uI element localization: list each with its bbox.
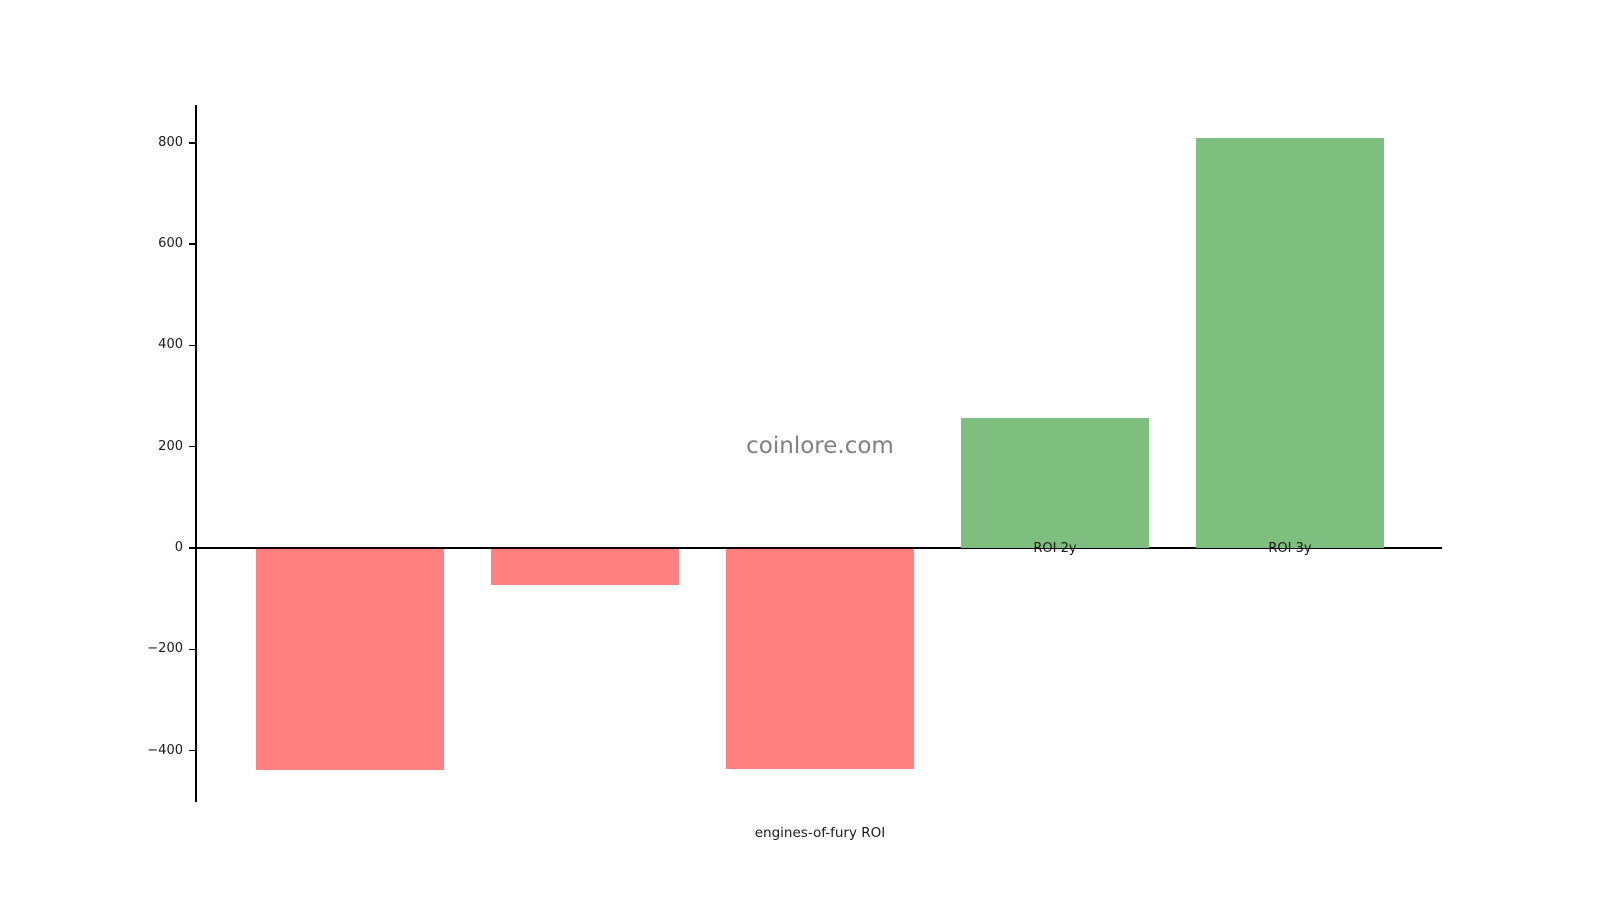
x-tick-label: ROI 3y: [1268, 541, 1312, 556]
y-tick-label: 400: [158, 337, 183, 353]
watermark-text: coinlore.com: [746, 433, 894, 459]
x-axis-title: engines-of-fury ROI: [754, 825, 886, 841]
y-tick-label: 600: [158, 236, 183, 252]
y-tick-mark: [189, 749, 195, 752]
y-tick-mark: [189, 445, 195, 448]
y-tick-label: 0: [174, 540, 183, 555]
y-tick-label: −400: [147, 742, 183, 758]
bar-neg-3: [726, 549, 914, 769]
bar-ROI 3y: [1196, 137, 1384, 548]
bar-neg-2: [491, 549, 679, 586]
bar-ROI 2y: [961, 418, 1149, 548]
x-tick-label: ROI 2y: [1033, 541, 1077, 556]
y-tick-mark: [189, 547, 195, 549]
y-tick-mark: [189, 648, 195, 651]
y-tick-mark: [189, 142, 195, 144]
y-tick-mark: [189, 243, 195, 245]
bar-neg-1: [256, 549, 444, 770]
y-tick-label: −200: [147, 641, 183, 657]
y-axis-spine: [195, 105, 197, 802]
y-tick-mark: [189, 344, 195, 347]
y-tick-label: 200: [158, 438, 183, 454]
x-axis-zero-line: [195, 547, 1442, 549]
y-tick-label: 800: [158, 134, 183, 150]
